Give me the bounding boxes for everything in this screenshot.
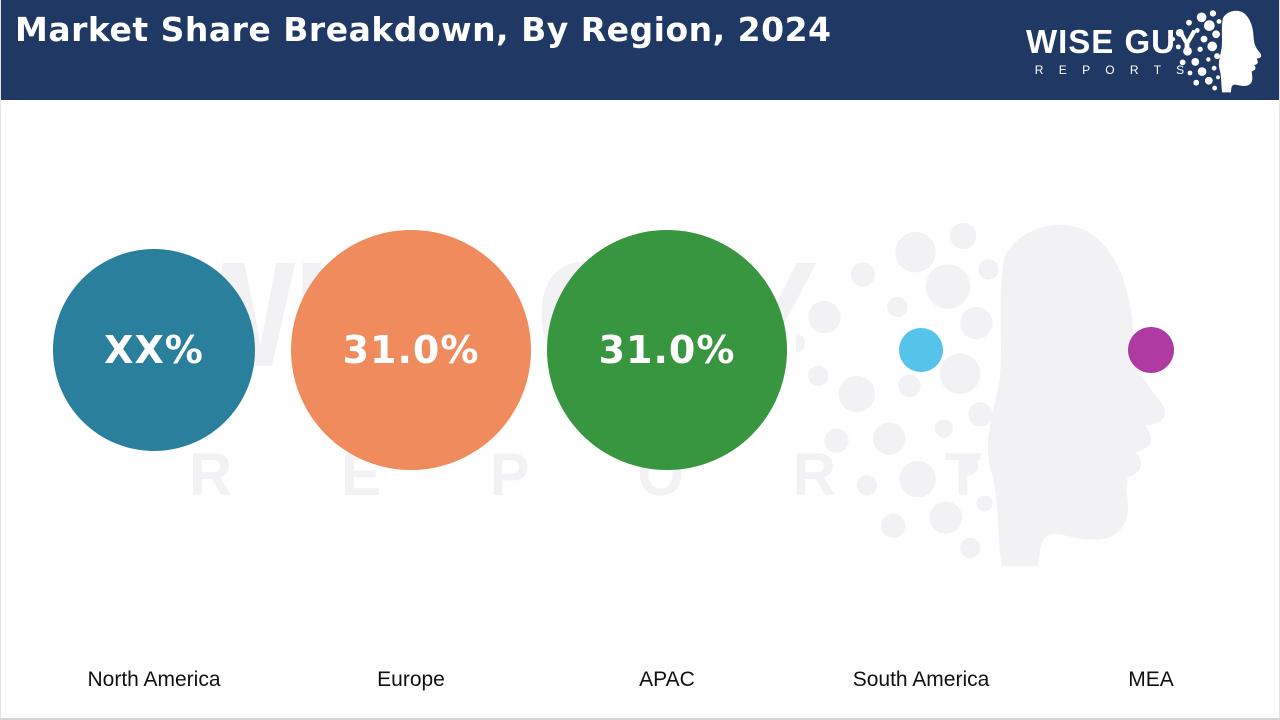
bubble-value-label-north-america: XX% <box>104 328 204 372</box>
bubble-apac[interactable]: 31.0% <box>547 230 787 470</box>
bubble-north-america[interactable]: XX% <box>53 249 255 451</box>
bubble-mea[interactable] <box>1128 327 1174 373</box>
logo-subtitle: R E P O R T S <box>1034 63 1191 77</box>
header: Market Share Breakdown, By Region, 2024 … <box>1 0 1279 100</box>
chart-area: WISE GUY R E P O R T S XX%North America3… <box>1 100 1279 718</box>
bubble-value-label-apac: 31.0% <box>598 328 736 372</box>
category-label-south-america: South America <box>852 668 990 691</box>
bubble-south-america[interactable] <box>899 328 943 372</box>
category-label-north-america: North America <box>87 668 221 691</box>
page-title: Market Share Breakdown, By Region, 2024 <box>15 10 832 49</box>
bubble-europe[interactable]: 31.0% <box>291 230 531 470</box>
category-label-europe: Europe <box>377 668 445 691</box>
watermark-face-icon <box>796 212 1181 570</box>
category-label-apac: APAC <box>639 668 695 691</box>
logo-wordmark: WISE GUY <box>1025 23 1199 60</box>
logo-wordmark-block: WISE GUY R E P O R T S <box>1026 23 1199 77</box>
category-label-mea: MEA <box>1128 668 1174 691</box>
wise-guy-logo: WISE GUY R E P O R T S <box>1026 6 1265 94</box>
bubble-value-label-europe: 31.0% <box>342 328 480 372</box>
